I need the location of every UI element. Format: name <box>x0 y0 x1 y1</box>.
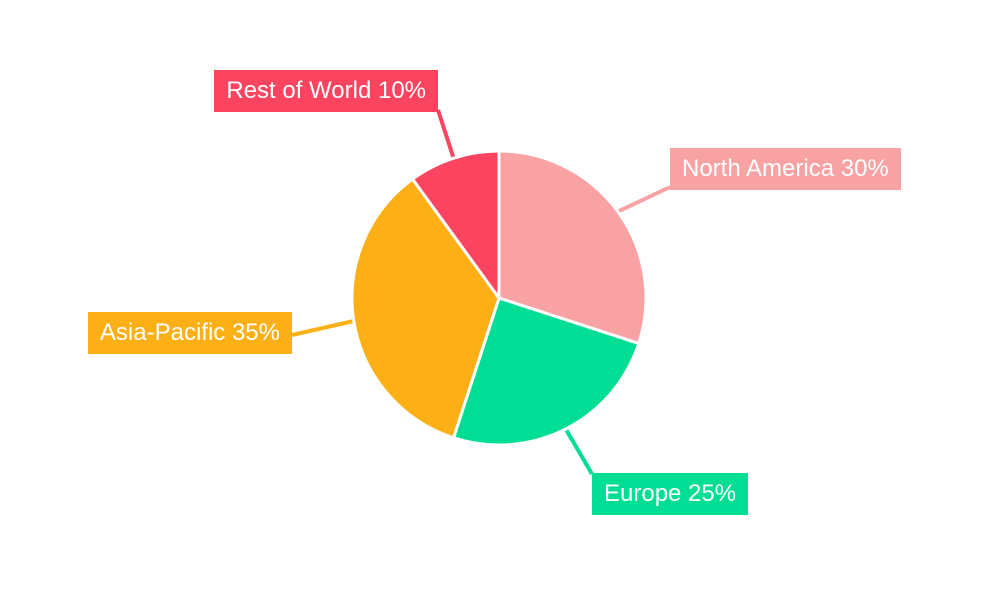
pie-slice-asia-pacific[interactable] <box>350 177 501 440</box>
leader-line-europe <box>564 427 594 476</box>
callout-north-america: North America 30% <box>670 148 901 190</box>
callout-asia-pacific-label: Asia-Pacific 35% <box>99 319 280 346</box>
leader-line-rest-of-world <box>436 109 456 159</box>
leader-line-asia-pacific <box>291 319 355 337</box>
callout-asia-pacific: Asia-Pacific 35% <box>87 312 292 354</box>
callout-europe-label: Europe 25% <box>604 480 737 507</box>
callout-rest-of-world-label: Rest of World 10% <box>226 77 426 104</box>
pie-slice-north-america[interactable] <box>497 149 648 345</box>
callout-rest-of-world: Rest of World 10% <box>214 70 438 112</box>
leader-line-north-america <box>617 185 671 214</box>
callout-north-america-label: North America 30% <box>682 155 889 182</box>
pie-slice-rest-of-world[interactable] <box>411 149 501 300</box>
callout-europe: Europe 25% <box>592 473 749 515</box>
pie-slice-europe[interactable] <box>452 296 641 447</box>
